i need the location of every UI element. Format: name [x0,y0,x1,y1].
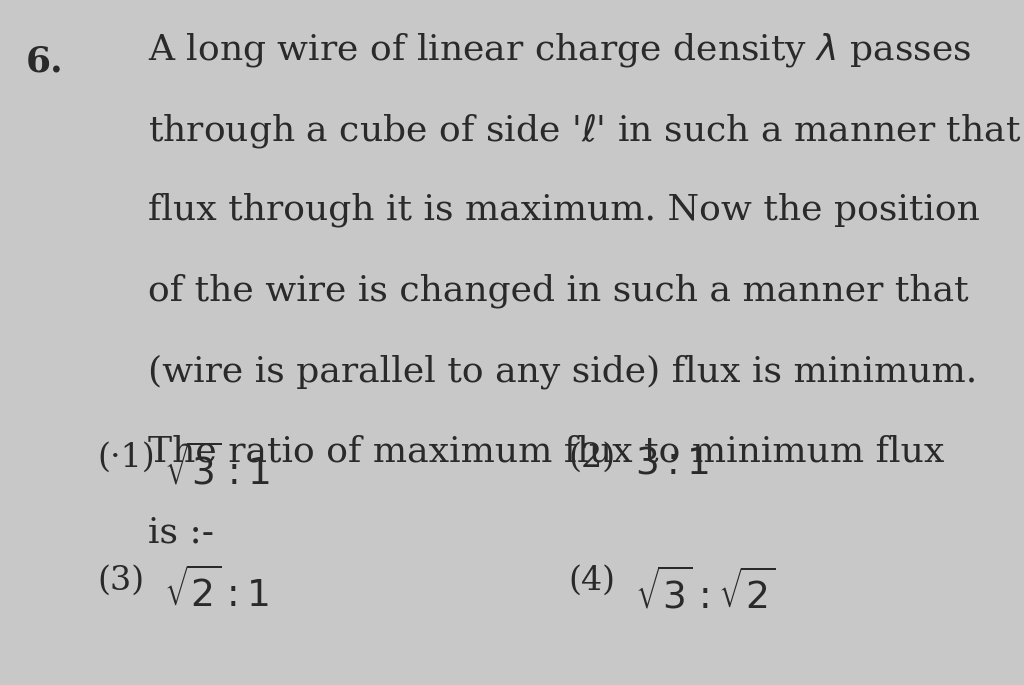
Text: through a cube of side '$\ell$' in such a manner that: through a cube of side '$\ell$' in such … [148,112,1022,149]
Text: flux through it is maximum. Now the position: flux through it is maximum. Now the posi… [148,192,980,227]
Text: (2): (2) [568,442,615,474]
Text: $\sqrt{3}:\sqrt{2}$: $\sqrt{3}:\sqrt{2}$ [635,569,775,616]
Text: A long wire of linear charge density $\lambda$ passes: A long wire of linear charge density $\l… [148,31,972,68]
Text: The ratio of maximum flux to minimum flux: The ratio of maximum flux to minimum flu… [148,435,945,469]
Text: 6.: 6. [26,45,63,79]
Text: of the wire is changed in such a manner that: of the wire is changed in such a manner … [148,273,969,308]
Text: (4): (4) [568,565,615,597]
Text: $\sqrt{2}:1$: $\sqrt{2}:1$ [164,569,269,615]
Text: $\sqrt{3}:1$: $\sqrt{3}:1$ [164,445,269,493]
Text: is :-: is :- [148,516,214,550]
Text: (·1): (·1) [97,442,155,474]
Text: $3:1$: $3:1$ [635,445,709,482]
Text: (3): (3) [97,565,144,597]
Text: (wire is parallel to any side) flux is minimum.: (wire is parallel to any side) flux is m… [148,354,978,388]
